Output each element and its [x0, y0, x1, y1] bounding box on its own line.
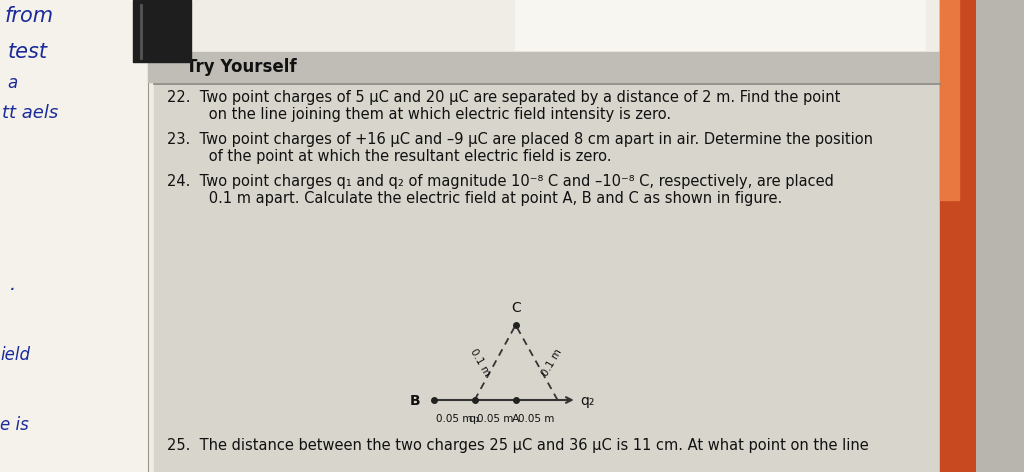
Bar	[940, 0, 958, 200]
Text: 0.05 m: 0.05 m	[477, 414, 513, 424]
Text: 0.1 m: 0.1 m	[540, 347, 564, 378]
Text: 0.05 m: 0.05 m	[518, 414, 555, 424]
Text: ield: ield	[0, 346, 30, 364]
Text: B: B	[410, 394, 420, 408]
Text: a: a	[7, 74, 17, 92]
Text: e is: e is	[0, 416, 29, 434]
Text: 25.  The distance between the two charges 25 μC and 36 μC is 11 cm. At what poin: 25. The distance between the two charges…	[167, 438, 868, 453]
Text: 0.1 m: 0.1 m	[468, 347, 492, 378]
Bar	[940, 0, 976, 472]
Text: 0.05 m: 0.05 m	[436, 414, 472, 424]
Text: tt aels: tt aels	[2, 104, 58, 122]
Bar	[0, 0, 147, 472]
Text: on the line joining them at which electric field intensity is zero.: on the line joining them at which electr…	[181, 107, 671, 122]
Text: Try Yourself: Try Yourself	[185, 58, 297, 76]
Text: .: .	[9, 275, 15, 294]
Text: of the point at which the resultant electric field is zero.: of the point at which the resultant elec…	[181, 149, 611, 164]
Bar	[147, 52, 943, 82]
Text: q₂: q₂	[581, 394, 595, 408]
Text: C: C	[511, 301, 520, 315]
Bar	[155, 84, 940, 472]
Text: A: A	[512, 414, 519, 424]
Text: q₁: q₁	[469, 414, 480, 424]
Text: 22.  Two point charges of 5 μC and 20 μC are separated by a distance of 2 m. Fin: 22. Two point charges of 5 μC and 20 μC …	[167, 90, 840, 105]
Text: 0.1 m apart. Calculate the electric field at point A, B and C as shown in figure: 0.1 m apart. Calculate the electric fiel…	[181, 191, 782, 206]
Text: test: test	[7, 42, 48, 62]
Text: 23.  Two point charges of +16 μC and –9 μC are placed 8 cm apart in air. Determi: 23. Two point charges of +16 μC and –9 μ…	[167, 132, 872, 147]
Text: 24.  Two point charges q₁ and q₂ of magnitude 10⁻⁸ C and –10⁻⁸ C, respectively, : 24. Two point charges q₁ and q₂ of magni…	[167, 174, 834, 189]
Bar	[147, 0, 976, 472]
Bar	[133, 0, 190, 62]
Text: from: from	[5, 6, 54, 26]
Bar	[515, 0, 925, 50]
